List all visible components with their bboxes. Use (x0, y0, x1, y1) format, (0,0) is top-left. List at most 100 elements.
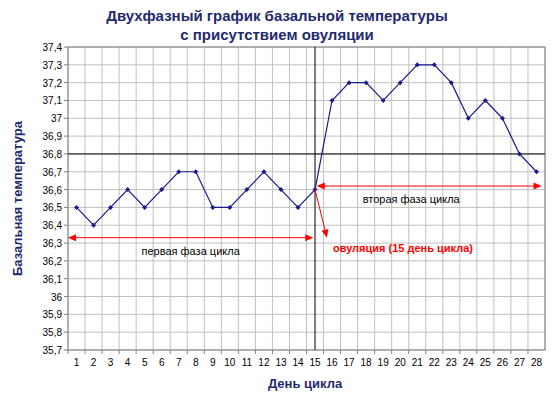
x-tick (408, 350, 409, 354)
y-tick (64, 171, 68, 172)
data-point (330, 98, 335, 103)
arrow-head (534, 183, 542, 190)
grid-line-vertical (170, 47, 171, 350)
y-tick (64, 118, 68, 119)
data-point (108, 205, 113, 210)
x-tick-label: 13 (275, 357, 287, 368)
data-point (500, 116, 505, 121)
data-point (449, 80, 454, 85)
y-tick (64, 207, 68, 208)
data-point (466, 116, 471, 121)
x-tick (442, 350, 443, 354)
data-point (364, 80, 369, 85)
data-point (483, 98, 488, 103)
phase-label: вторая фаза цикла (363, 193, 461, 205)
x-tick (68, 350, 69, 354)
y-tick-label: 36,9 (43, 131, 63, 142)
title: Двухфазный график базальной температуры (106, 7, 447, 24)
x-tick-label: 26 (497, 357, 509, 368)
data-point (381, 98, 386, 103)
grid-line-vertical (272, 47, 273, 350)
x-tick-label: 27 (514, 357, 526, 368)
x-tick-label: 2 (91, 357, 97, 368)
data-point (159, 187, 164, 192)
y-tick-label: 37,2 (43, 78, 63, 89)
x-tick (527, 350, 528, 354)
x-tick-label: 20 (395, 357, 407, 368)
x-tick (136, 350, 137, 354)
ovulation-arrow (315, 190, 325, 232)
x-tick (187, 350, 188, 354)
data-point (261, 169, 266, 174)
y-tick (64, 189, 68, 190)
x-tick-label: 15 (309, 357, 321, 368)
x-tick-label: 16 (326, 357, 338, 368)
y-tick-label: 36,7 (43, 167, 63, 178)
y-tick (64, 82, 68, 83)
x-tick-label: 19 (378, 357, 390, 368)
grid-line-vertical (527, 47, 528, 350)
y-tick-label: 37,4 (43, 42, 63, 53)
y-tick-label: 35,8 (43, 327, 63, 338)
x-tick-label: 8 (193, 357, 199, 368)
grid-line-vertical (255, 47, 256, 350)
x-tick (323, 350, 324, 354)
grid-line-vertical (187, 47, 188, 350)
x-tick (340, 350, 341, 354)
y-tick (64, 350, 68, 351)
data-point (278, 187, 283, 192)
x-tick (221, 350, 222, 354)
y-tick-label: 36,8 (43, 149, 63, 160)
data-point (125, 187, 130, 192)
data-point (227, 205, 232, 210)
x-tick-label: 6 (159, 357, 165, 368)
x-tick-label: 3 (108, 357, 114, 368)
x-tick (255, 350, 256, 354)
x-tick-label: 5 (142, 357, 148, 368)
y-tick (64, 225, 68, 226)
x-tick (493, 350, 494, 354)
x-axis-label: День цикла (268, 376, 343, 391)
y-tick-label: 35,7 (43, 345, 63, 356)
y-tick-label: 36,1 (43, 274, 63, 285)
y-tick-label: 35,9 (43, 309, 63, 320)
x-tick (289, 350, 290, 354)
x-tick-label: 1 (74, 357, 80, 368)
y-tick (64, 64, 68, 65)
x-tick (119, 350, 120, 354)
data-point (193, 169, 198, 174)
reference-line-y (68, 153, 545, 154)
arrow-head (68, 234, 76, 241)
grid-line-vertical (221, 47, 222, 350)
arrow-head (305, 234, 313, 241)
x-tick (476, 350, 477, 354)
data-point (142, 205, 147, 210)
subtitle: с присутствием овуляции (180, 26, 374, 43)
x-tick-label: 11 (242, 357, 253, 368)
x-tick-label: 28 (531, 357, 543, 368)
plot-area (68, 47, 545, 350)
x-tick (391, 350, 392, 354)
y-tick (64, 296, 68, 297)
x-tick (374, 350, 375, 354)
x-tick (459, 350, 460, 354)
reference-line-x (315, 47, 316, 350)
x-tick-label: 18 (361, 357, 373, 368)
data-point (534, 169, 539, 174)
y-tick (64, 153, 68, 154)
data-point (398, 80, 403, 85)
arrow-head (317, 183, 325, 190)
x-tick-label: 25 (480, 357, 492, 368)
y-tick (64, 47, 68, 48)
x-tick (510, 350, 511, 354)
ovulation-label: овуляция (15 день цикла) (333, 242, 473, 254)
y-tick-label: 36,5 (43, 202, 63, 213)
data-layer (68, 47, 545, 350)
grid-line (68, 153, 545, 154)
plot-frame (68, 47, 545, 350)
x-tick (238, 350, 239, 354)
x-tick-label: 14 (292, 357, 304, 368)
grid-line-vertical (102, 47, 103, 350)
page: {"chart_data": { "type": "line", "title"… (0, 0, 553, 398)
y-tick (64, 314, 68, 315)
